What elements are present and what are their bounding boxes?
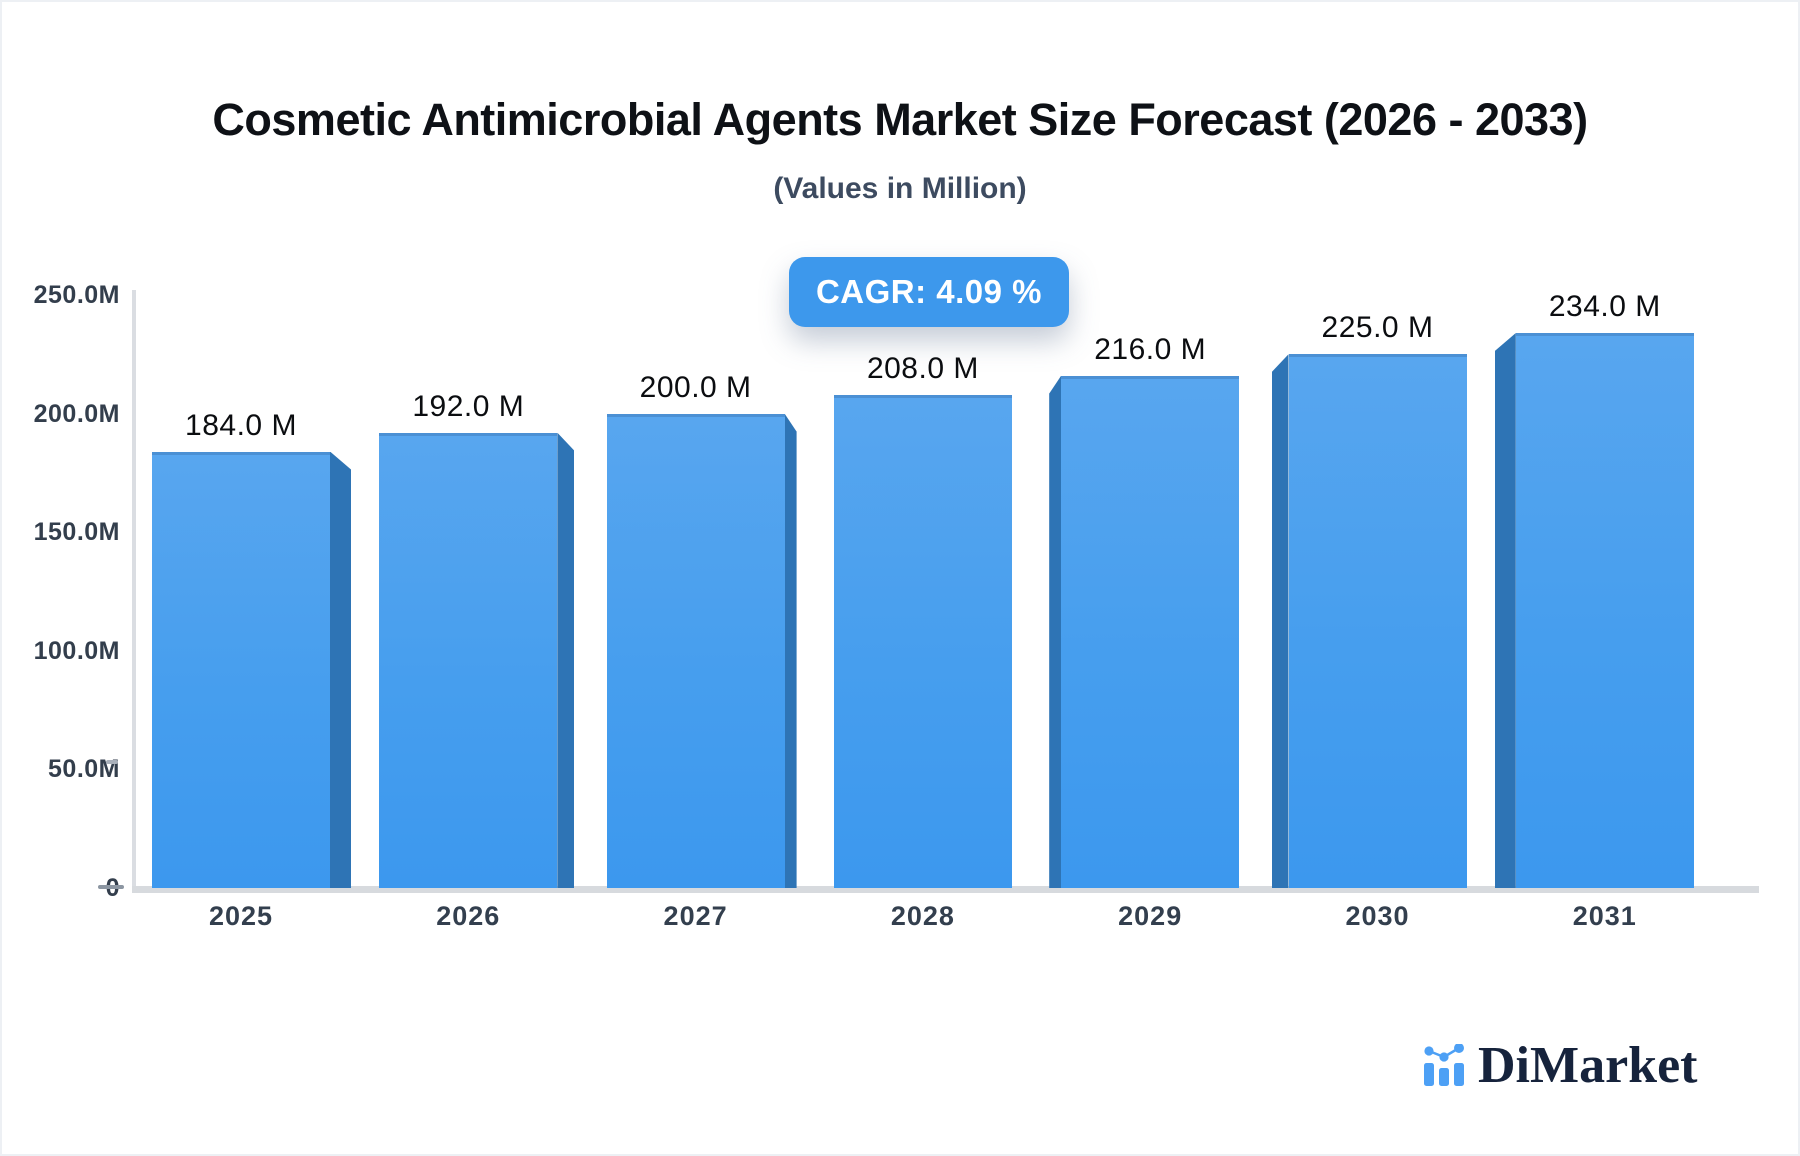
y-tick-label: 50.0M xyxy=(48,755,120,784)
brand-name: DiMarket xyxy=(1478,1037,1698,1094)
bar-2029 xyxy=(1061,375,1240,888)
bar-side-2030 xyxy=(1271,354,1289,888)
x-tick-label: 2025 xyxy=(208,901,274,931)
y-tick-label: 200.0M xyxy=(33,399,120,428)
bar-value-label: 200.0 M xyxy=(639,370,752,404)
x-tick-label: 2027 xyxy=(663,901,728,931)
logo-dot-3 xyxy=(1454,1044,1464,1053)
bar-value-label: 225.0 M xyxy=(1321,311,1434,345)
bar-side-2026 xyxy=(557,432,575,888)
cagr-badge-label: CAGR: 4.09 % xyxy=(815,273,1043,310)
y-tick-label: 100.0M xyxy=(33,636,120,665)
bar-2027 xyxy=(606,413,785,888)
y-tick-mark-zero xyxy=(98,885,124,889)
bar-side-2027 xyxy=(784,413,797,888)
x-axis-baseline xyxy=(132,886,1759,893)
y-tick-label: 250.0M xyxy=(33,281,120,309)
logo-bar-2 xyxy=(1439,1068,1449,1086)
bar-value-label: 216.0 M xyxy=(1094,332,1207,366)
bar-2026 xyxy=(379,432,558,888)
bar-2028 xyxy=(833,394,1012,888)
y-tick-mark xyxy=(106,760,118,765)
chart-subtitle: (Values in Million) xyxy=(773,172,1027,205)
logo-dot-1 xyxy=(1424,1046,1434,1056)
x-tick-label: 2031 xyxy=(1572,901,1637,931)
y-tick-label: 150.0M xyxy=(33,518,120,547)
bar-side-2031 xyxy=(1494,332,1516,888)
y-axis-line xyxy=(132,290,136,888)
cagr-badge: CAGR: 4.09 % xyxy=(789,257,1069,327)
bar-value-label: 208.0 M xyxy=(866,351,979,385)
bar-value-label: 184.0 M xyxy=(185,408,297,442)
bar-2030 xyxy=(1288,354,1467,888)
x-tick-label: 2028 xyxy=(890,901,955,931)
bar-value-label: 192.0 M xyxy=(412,389,525,423)
bar-side-2025 xyxy=(330,451,351,888)
bar-value-label: 234.0 M xyxy=(1548,289,1661,323)
x-tick-label: 2030 xyxy=(1345,901,1410,931)
bar-side-2029 xyxy=(1049,375,1062,888)
logo-bar-1 xyxy=(1424,1063,1434,1086)
bar-2031 xyxy=(1515,332,1694,888)
x-tick-label: 2029 xyxy=(1118,901,1183,931)
bar-2025 xyxy=(152,451,330,888)
dimarket-logo-icon xyxy=(1424,1044,1464,1086)
chart-title: Cosmetic Antimicrobial Agents Market Siz… xyxy=(212,94,1588,145)
logo-bar-3 xyxy=(1454,1063,1464,1086)
brand-footer: DiMarket xyxy=(1422,1037,1698,1094)
x-tick-label: 2026 xyxy=(436,901,501,931)
logo-dot-2 xyxy=(1439,1052,1449,1062)
